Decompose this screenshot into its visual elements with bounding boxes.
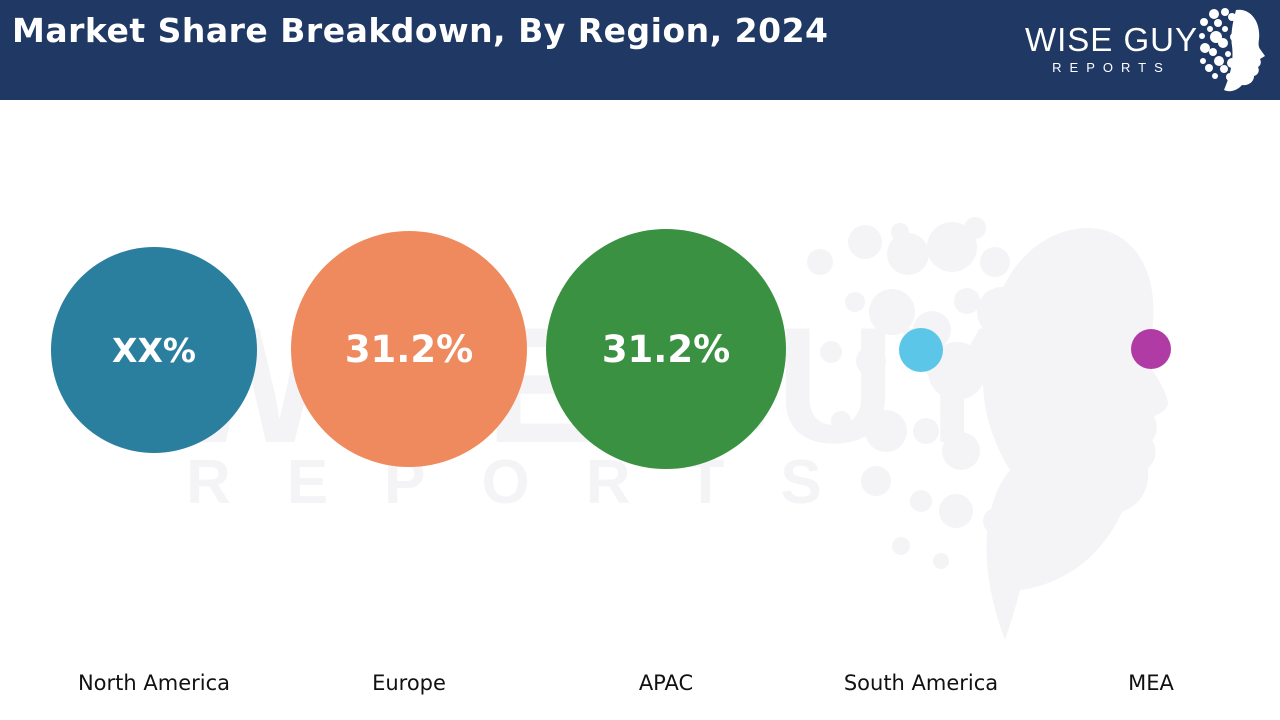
logo-wordmark: WISE GUY [1024, 21, 1198, 58]
header: Market Share Breakdown, By Region, 2024 … [0, 0, 1280, 100]
logo-text: WISE GUY REPORTS [1025, 23, 1198, 77]
bubble-europe: 31.2% [291, 231, 527, 467]
bubble-north-america: XX% [51, 247, 257, 453]
bubble-value-north-america: XX% [112, 330, 196, 370]
wise-guy-logo: WISE GUY REPORTS [1025, 8, 1266, 92]
category-label-apac: APAC [638, 671, 694, 695]
bubble-south-america [899, 328, 943, 372]
category-label-south-america: South America [843, 671, 999, 695]
category-label-europe: Europe [372, 671, 446, 695]
bubble-apac: 31.2% [546, 229, 786, 469]
watermark-reports: REPORTS [186, 448, 878, 517]
logo-face-icon [1199, 8, 1265, 92]
watermark-face-silhouette [982, 227, 1168, 640]
logo-reports: REPORTS [1052, 60, 1171, 75]
chart-title: Market Share Breakdown, By Region, 2024 [12, 11, 829, 50]
bubble-value-europe: 31.2% [344, 327, 474, 371]
category-label-mea: MEA [1128, 671, 1174, 695]
category-label-north-america: North America [77, 671, 231, 695]
bubble-value-apac: 31.2% [601, 327, 731, 371]
bubble-mea [1131, 329, 1171, 369]
